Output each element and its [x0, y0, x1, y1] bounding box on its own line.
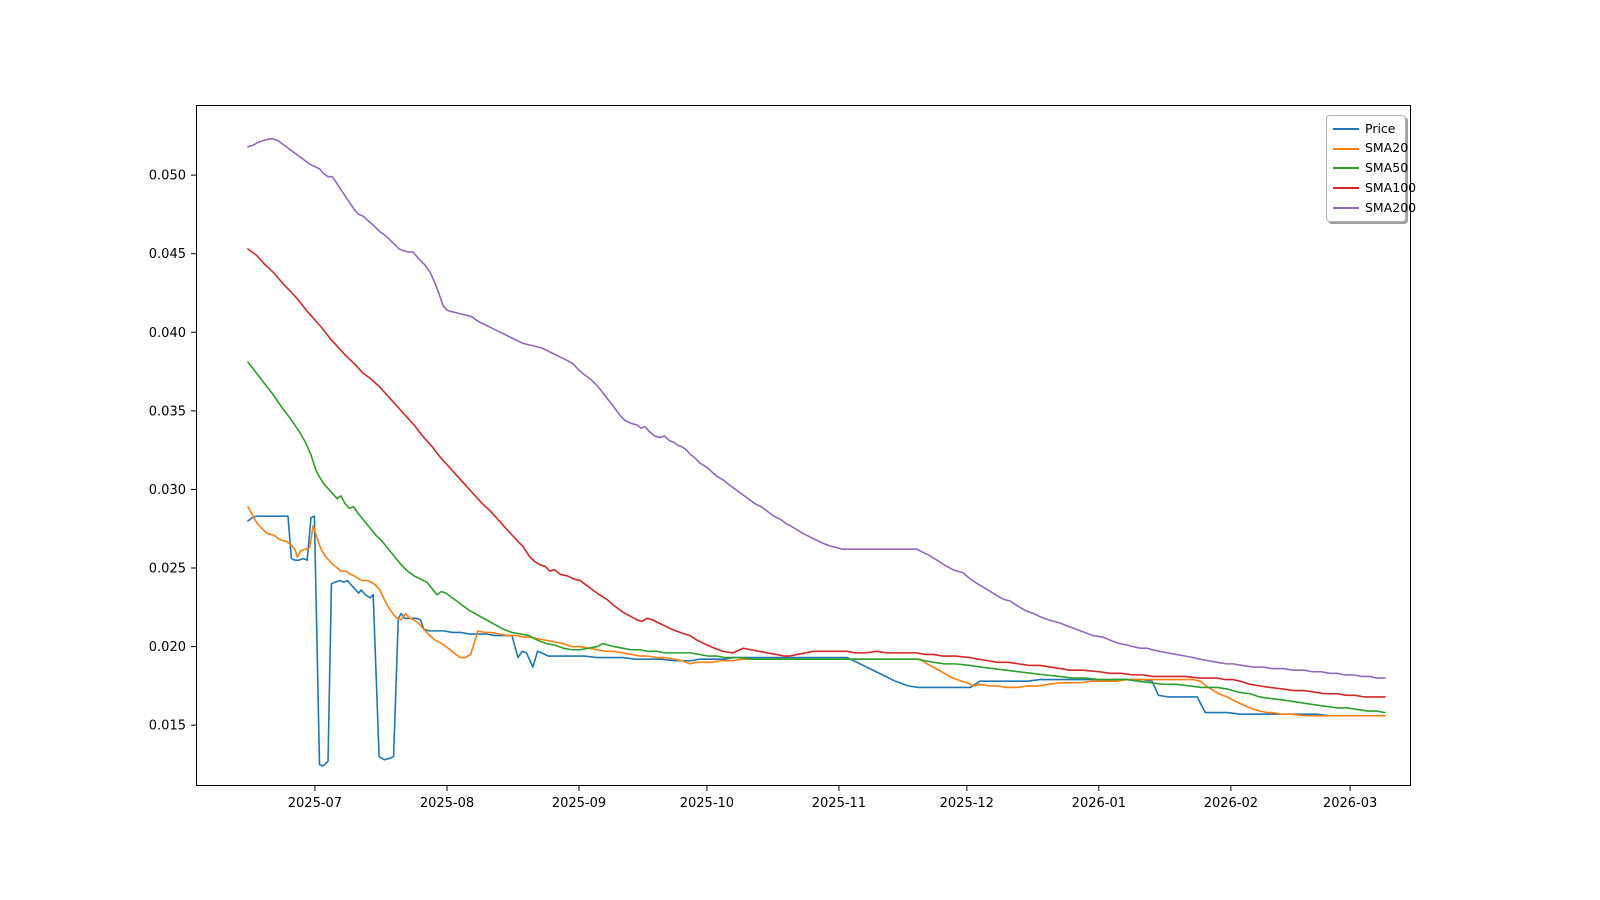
x-tick-label: 2025-11 [812, 796, 866, 811]
legend-item-sma100: SMA100 [1333, 178, 1416, 198]
series-line-sma50 [247, 361, 1386, 714]
y-tick-label: 0.030 [149, 483, 186, 498]
legend-label: SMA50 [1365, 160, 1409, 176]
y-tick-label: 0.045 [149, 247, 186, 262]
legend-label: SMA20 [1365, 140, 1409, 156]
series-line-sma100 [247, 248, 1386, 698]
legend-line-swatch [1333, 167, 1359, 170]
legend-item-sma200: SMA200 [1333, 198, 1416, 218]
x-tick-label: 2026-02 [1204, 796, 1258, 811]
legend-item-price: Price [1333, 119, 1401, 139]
series-line-sma200 [247, 138, 1386, 679]
legend-label: Price [1365, 120, 1396, 136]
legend-line-swatch [1333, 127, 1359, 130]
x-tick-label: 2025-07 [288, 796, 342, 811]
y-tick-label: 0.015 [149, 719, 186, 734]
legend-item-sma20: SMA20 [1333, 139, 1408, 159]
x-tick-label: 2026-01 [1072, 796, 1126, 811]
legend-line-swatch [1333, 147, 1359, 150]
legend-label: SMA100 [1365, 180, 1417, 196]
x-tick-label: 2025-10 [680, 796, 734, 811]
y-tick-label: 0.020 [149, 640, 186, 655]
y-tick-label: 0.040 [149, 326, 186, 341]
x-tick-label: 2025-12 [940, 796, 994, 811]
y-tick-label: 0.050 [149, 169, 186, 184]
series-line-sma20 [247, 505, 1386, 717]
legend: Price SMA20 SMA50 SMA100 SMA200 [1326, 115, 1416, 222]
y-tick-label: 0.035 [149, 404, 186, 419]
y-tick-label: 0.025 [149, 562, 186, 577]
legend-line-swatch [1333, 207, 1359, 210]
x-tick-label: 2025-09 [552, 796, 606, 811]
legend-line-swatch [1333, 187, 1359, 190]
x-tick-label: 2025-08 [420, 796, 474, 811]
axes-spines [196, 105, 1411, 786]
legend-label: SMA200 [1365, 199, 1417, 215]
x-tick-label: 2026-03 [1323, 796, 1377, 811]
legend-item-sma50: SMA50 [1333, 159, 1408, 179]
series-line-price [247, 515, 1386, 767]
